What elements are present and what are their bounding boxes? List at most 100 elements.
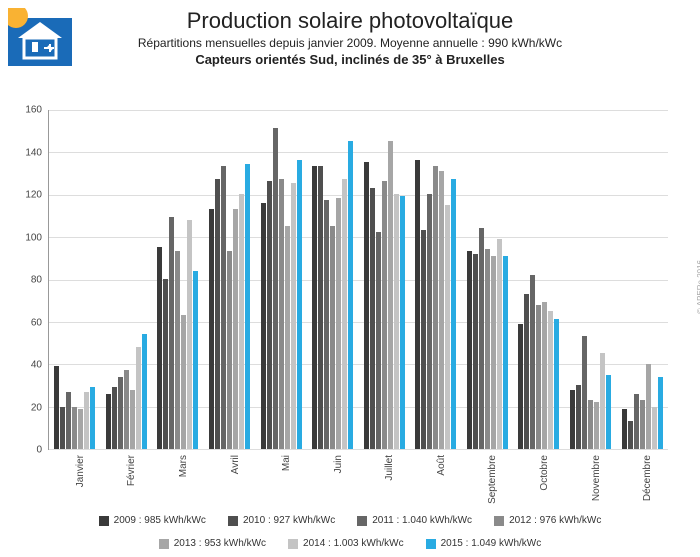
- bar-2013: [388, 141, 393, 449]
- bar-2013: [285, 226, 290, 449]
- legend-swatch: [99, 516, 109, 526]
- month-group: Décembre: [616, 110, 668, 449]
- gridline: [49, 449, 668, 450]
- bar-2011: [376, 232, 381, 449]
- month-group: Novembre: [565, 110, 617, 449]
- x-tick-label: Décembre: [642, 455, 653, 501]
- legend-label: 2010 : 927 kWh/kWc: [243, 515, 335, 526]
- legend-item: 2013 : 953 kWh/kWc: [159, 538, 266, 549]
- subtitle-1: Répartitions mensuelles depuis janvier 2…: [0, 36, 700, 50]
- bar-2010: [215, 179, 220, 449]
- bar-2014: [497, 239, 502, 449]
- bar-2014: [239, 194, 244, 449]
- bar-2013: [78, 409, 83, 449]
- bar-2009: [209, 209, 214, 449]
- month-group: Avril: [204, 110, 256, 449]
- bar-2011: [118, 377, 123, 449]
- x-tick-label: Septembre: [487, 455, 498, 504]
- legend-item: 2011 : 1.040 kWh/kWc: [357, 515, 472, 526]
- bar-2009: [467, 251, 472, 449]
- y-tick-label: 0: [12, 445, 42, 456]
- legend-item: 2014 : 1.003 kWh/kWc: [288, 538, 404, 549]
- month-group: Août: [410, 110, 462, 449]
- bar-2015: [554, 319, 559, 449]
- month-group: Mars: [152, 110, 204, 449]
- bar-2012: [536, 305, 541, 450]
- bar-2010: [421, 230, 426, 449]
- legend-label: 2014 : 1.003 kWh/kWc: [303, 538, 404, 549]
- legend-label: 2012 : 976 kWh/kWc: [509, 515, 601, 526]
- bar-2013: [491, 256, 496, 449]
- legend-swatch: [494, 516, 504, 526]
- bar-2015: [348, 141, 353, 449]
- x-tick-label: Mai: [281, 455, 292, 471]
- bar-2015: [245, 164, 250, 449]
- month-group: Janvier: [49, 110, 101, 449]
- legend-swatch: [426, 539, 436, 549]
- chart-header: Production solaire photovoltaïque Répart…: [0, 0, 700, 67]
- bar-2014: [187, 220, 192, 450]
- bar-2012: [382, 181, 387, 449]
- x-tick-label: Novembre: [591, 455, 602, 501]
- bar-2013: [233, 209, 238, 449]
- bar-2012: [227, 251, 232, 449]
- bar-2013: [439, 171, 444, 449]
- x-tick-label: Octobre: [539, 455, 550, 491]
- bar-2010: [60, 407, 65, 450]
- legend-label: 2009 : 985 kWh/kWc: [114, 515, 206, 526]
- x-tick-label: Juillet: [384, 455, 395, 481]
- bar-2009: [106, 394, 111, 449]
- month-group: Mai: [255, 110, 307, 449]
- legend-item: 2009 : 985 kWh/kWc: [99, 515, 206, 526]
- y-tick-label: 40: [12, 360, 42, 371]
- bar-2013: [181, 315, 186, 449]
- bar-2009: [518, 324, 523, 449]
- legend-label: 2013 : 953 kWh/kWc: [174, 538, 266, 549]
- month-group: Octobre: [513, 110, 565, 449]
- bar-2015: [90, 387, 95, 449]
- bar-2012: [588, 400, 593, 449]
- bar-2012: [279, 179, 284, 449]
- bar-2009: [54, 366, 59, 449]
- bar-2010: [267, 181, 272, 449]
- bar-2010: [318, 166, 323, 449]
- bar-2011: [634, 394, 639, 449]
- bar-2014: [291, 183, 296, 449]
- y-tick-label: 60: [12, 317, 42, 328]
- subtitle-2: Capteurs orientés Sud, inclinés de 35° à…: [0, 52, 700, 67]
- bar-2009: [622, 409, 627, 449]
- bar-2015: [193, 271, 198, 450]
- bar-2013: [130, 390, 135, 450]
- bar-2012: [433, 166, 438, 449]
- bar-2012: [330, 226, 335, 449]
- bar-2009: [570, 390, 575, 450]
- bar-2015: [297, 160, 302, 449]
- bar-2011: [427, 194, 432, 449]
- y-tick-label: 160: [12, 105, 42, 116]
- month-group: Février: [101, 110, 153, 449]
- legend-item: 2010 : 927 kWh/kWc: [228, 515, 335, 526]
- bar-2013: [336, 198, 341, 449]
- y-tick-label: 20: [12, 402, 42, 413]
- legend-label: 2011 : 1.040 kWh/kWc: [372, 515, 472, 526]
- bar-2014: [342, 179, 347, 449]
- y-tick-label: 120: [12, 190, 42, 201]
- legend-swatch: [228, 516, 238, 526]
- legend-item: 2015 : 1.049 kWh/kWc: [426, 538, 542, 549]
- bar-2011: [169, 217, 174, 449]
- bar-2015: [658, 377, 663, 449]
- page-title: Production solaire photovoltaïque: [0, 8, 700, 34]
- month-group: Septembre: [462, 110, 514, 449]
- bar-2013: [646, 364, 651, 449]
- bar-2012: [124, 370, 129, 449]
- solar-house-icon: [8, 8, 72, 66]
- month-group: Juillet: [358, 110, 410, 449]
- bar-2011: [66, 392, 71, 449]
- bar-2015: [451, 179, 456, 449]
- bar-2015: [142, 334, 147, 449]
- x-tick-label: Juin: [333, 455, 344, 473]
- y-tick-label: 100: [12, 232, 42, 243]
- bar-2011: [582, 336, 587, 449]
- legend-label: 2015 : 1.049 kWh/kWc: [441, 538, 542, 549]
- credit-text: © APERe 2016: [696, 260, 700, 314]
